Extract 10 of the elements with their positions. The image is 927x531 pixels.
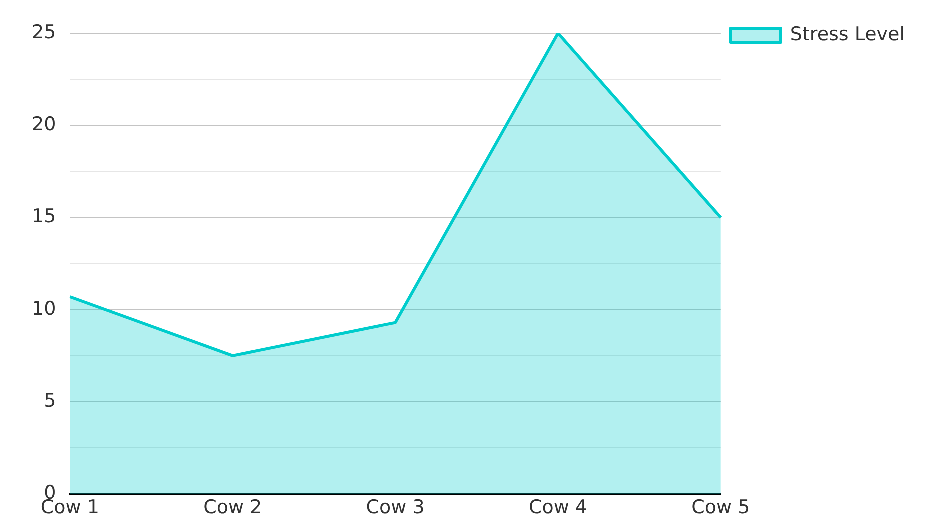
- x-tick-label: Cow 3: [366, 496, 425, 519]
- y-tick-label: 5: [44, 390, 56, 412]
- legend-label: Stress Level: [790, 23, 906, 46]
- x-tick-label: Cow 2: [204, 496, 262, 519]
- y-tick-label: 15: [32, 206, 56, 228]
- y-tick-label: 10: [32, 298, 56, 320]
- x-tick-label: Cow 5: [692, 496, 750, 519]
- y-tick-label: 25: [32, 21, 56, 44]
- y-tick-label: 20: [32, 113, 56, 136]
- x-tick-label: Cow 4: [528, 496, 588, 519]
